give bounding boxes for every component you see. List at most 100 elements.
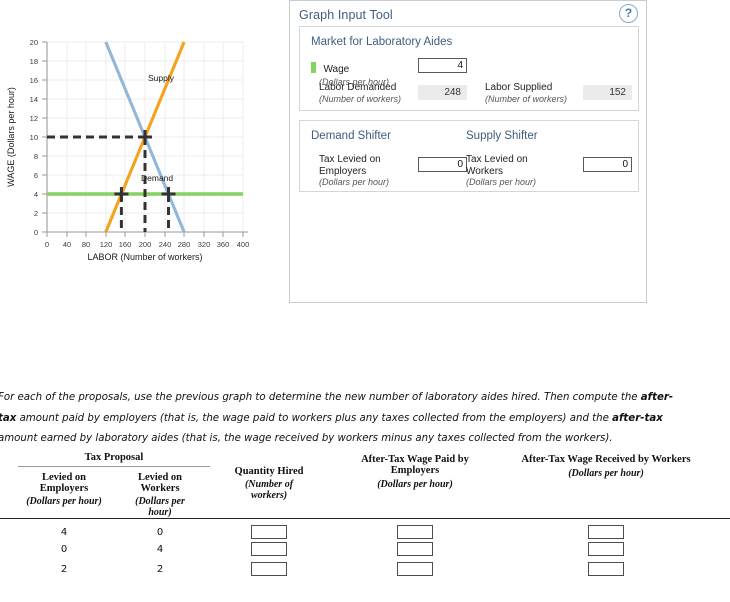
- row1-quantity-hired-cell: [210, 518, 328, 539]
- svg-text:8: 8: [34, 152, 38, 161]
- row2-spacer-left: [0, 539, 18, 559]
- market-heading: Market for Laboratory Aides: [311, 36, 453, 48]
- row3-spacer-right: [710, 559, 730, 579]
- tax-workers-label: Tax Levied on Workers: [466, 154, 528, 177]
- supply-shifter-heading: Supply Shifter: [466, 130, 538, 142]
- wage-field-group: Wage (Dollars per hour): [311, 59, 389, 88]
- labor-demanded-value: 248: [418, 85, 467, 100]
- chart-x-ticks: [46, 232, 244, 237]
- svg-text:6: 6: [34, 171, 38, 180]
- svg-text:12: 12: [30, 114, 38, 123]
- row2-spacer-right: [710, 539, 730, 559]
- chart-x-axis-title: LABOR (Number of workers): [87, 252, 202, 262]
- svg-text:400: 400: [237, 240, 250, 249]
- row3-spacer-left: [0, 559, 18, 579]
- chart-y-tick-labels: 20 18 16 14 12 10 8 6 4 2 0: [30, 38, 38, 237]
- levied-employers-header: Levied on Employers (Dollars per hour): [18, 467, 110, 519]
- spacer-cell-left-2: [0, 467, 18, 519]
- demand-shifter-heading: Demand Shifter: [311, 130, 391, 142]
- row3-after-tax-paid-input[interactable]: [397, 562, 433, 576]
- chart-x-tick-labels: 0 40 80 120 160 200 240 280 320 360 400: [45, 240, 249, 249]
- tax-employers-group: Tax Levied on Employers (Dollars per hou…: [319, 154, 414, 188]
- wage-label: Wage: [323, 64, 350, 75]
- question-mark-icon[interactable]: ?: [619, 4, 638, 23]
- after-tax-received-unit: (Dollars per hour): [568, 468, 644, 479]
- row1-levied-workers: 0: [110, 518, 210, 539]
- row1-spacer-right: [710, 518, 730, 539]
- row3-after-tax-received-input[interactable]: [588, 562, 624, 576]
- labor-demanded-unit: (Number of workers): [319, 93, 402, 104]
- row2-after-tax-paid-input[interactable]: [397, 542, 433, 556]
- row2-after-tax-received-input[interactable]: [588, 542, 624, 556]
- svg-text:240: 240: [159, 240, 172, 249]
- prompt-part-3: amount earned by laboratory aides (that …: [0, 433, 613, 444]
- after-tax-received-title: After-Tax Wage Received by Workers: [521, 454, 691, 465]
- tax-proposal-group-header: Tax Proposal: [18, 448, 210, 467]
- row3-levied-employers: 2: [60, 563, 68, 575]
- svg-text:14: 14: [30, 95, 38, 104]
- instructions-paragraph: For each of the proposals, use the previ…: [0, 388, 674, 450]
- row3-levied-workers: 2: [156, 563, 164, 575]
- svg-text:0: 0: [45, 240, 49, 249]
- labor-demanded-label: Labor Demanded: [319, 82, 397, 93]
- table-row: 0 4: [0, 539, 730, 559]
- tax-levied-on-employers-input[interactable]: [418, 157, 467, 172]
- wage-input[interactable]: [418, 58, 467, 73]
- row1-after-tax-received-input[interactable]: [588, 525, 624, 539]
- supply-demand-chart: 20 18 16 14 12 10 8 6 4 2 0 0 40 80 120 …: [0, 0, 285, 310]
- svg-text:10: 10: [30, 133, 38, 142]
- supply-label: Supply: [148, 73, 175, 83]
- row3-quantity-hired-input[interactable]: [251, 562, 287, 576]
- quantity-hired-unit: (Number of workers): [244, 479, 294, 501]
- row1-after-tax-paid-input[interactable]: [397, 525, 433, 539]
- tax-levied-on-workers-input[interactable]: [583, 157, 632, 172]
- row1-levied-employers: 4: [18, 518, 110, 539]
- row2-levied-employers: 0: [60, 543, 68, 555]
- svg-text:120: 120: [100, 240, 113, 249]
- prompt-bold-1: after-tax: [0, 392, 674, 424]
- row2-quantity-hired-input[interactable]: [251, 542, 287, 556]
- svg-text:4: 4: [34, 190, 38, 199]
- svg-text:80: 80: [82, 240, 90, 249]
- wage-unit: (Dollars per hour): [319, 77, 390, 87]
- levied-employers-unit: (Dollars per hour): [26, 496, 102, 507]
- market-section: Market for Laboratory Aides Wage (Dollar…: [299, 26, 639, 111]
- row1-after-tax-received-cell: [502, 518, 710, 539]
- svg-text:20: 20: [30, 38, 38, 47]
- svg-text:360: 360: [217, 240, 230, 249]
- svg-text:18: 18: [30, 57, 38, 66]
- tax-proposal-table: Tax Proposal Quantity Hired (Number of w…: [0, 448, 730, 579]
- panel-title: Graph Input Tool: [299, 8, 393, 22]
- labor-supplied-value: 152: [583, 85, 632, 100]
- shifters-section: Demand Shifter Supply Shifter Tax Levied…: [299, 120, 639, 192]
- levied-workers-title: Levied on Workers: [137, 472, 183, 494]
- table-row: 2 2: [0, 559, 730, 579]
- row3-after-tax-paid-cell: [328, 559, 502, 579]
- prompt-bold-2: after-tax: [612, 412, 663, 424]
- row3-quantity-hired-cell: [210, 559, 328, 579]
- labor-supplied-group: Labor Supplied (Number of workers): [485, 82, 567, 104]
- after-tax-received-header: After-Tax Wage Received by Workers (Doll…: [502, 448, 710, 519]
- chart-svg: 20 18 16 14 12 10 8 6 4 2 0 0 40 80 120 …: [6, 38, 249, 262]
- row2-after-tax-received-cell: [502, 539, 710, 559]
- after-tax-paid-title: After-Tax Wage Paid by Employers: [361, 454, 469, 476]
- row1-spacer-left: [0, 518, 18, 539]
- svg-text:320: 320: [198, 240, 211, 249]
- row2-after-tax-paid-cell: [328, 539, 502, 559]
- spacer-cell-right-2: [710, 467, 730, 519]
- row3-after-tax-received-cell: [502, 559, 710, 579]
- labor-demanded-group: Labor Demanded (Number of workers): [319, 82, 401, 104]
- chart-markers: [114, 130, 176, 201]
- row1-quantity-hired-input[interactable]: [251, 525, 287, 539]
- table-group-header-row: Tax Proposal Quantity Hired (Number of w…: [0, 448, 730, 501]
- levied-workers-header: Levied on Workers (Dollars per hour): [110, 467, 210, 519]
- quantity-hired-title: Quantity Hired: [234, 466, 304, 477]
- levied-workers-unit: (Dollars per hour): [135, 496, 185, 518]
- after-tax-paid-unit: (Dollars per hour): [377, 479, 453, 490]
- svg-text:2: 2: [34, 209, 38, 218]
- chart-y-ticks: [42, 41, 47, 233]
- spacer-cell-left: [0, 448, 18, 467]
- row2-levied-workers: 4: [156, 543, 164, 555]
- tax-workers-group: Tax Levied on Workers (Dollars per hour): [466, 154, 561, 188]
